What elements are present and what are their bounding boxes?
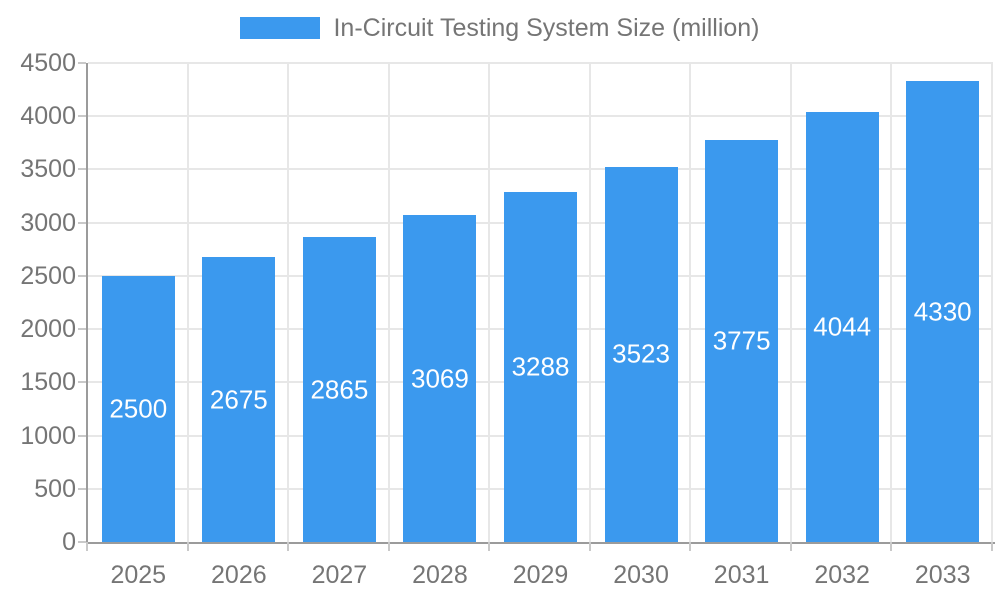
x-axis-tick <box>186 542 189 551</box>
x-axis-tick-label: 2025 <box>110 561 167 589</box>
y-axis-tick <box>78 434 86 437</box>
x-axis-tick-label: 2027 <box>311 561 368 589</box>
legend[interactable]: In-Circuit Testing System Size (million) <box>0 14 1000 42</box>
y-axis-tick-label: 2500 <box>20 261 76 290</box>
y-gridline <box>88 168 993 171</box>
x-axis-tick <box>86 542 88 551</box>
y-gridline <box>88 115 993 118</box>
y-axis-tick-label: 4500 <box>20 49 76 77</box>
y-axis-line <box>86 63 88 542</box>
x-axis-tick <box>488 542 491 551</box>
bar-value-label: 2865 <box>310 374 369 404</box>
x-axis-tick <box>689 542 692 551</box>
x-axis-tick-label: 2031 <box>713 561 770 589</box>
x-gridline <box>287 63 290 542</box>
y-axis-tick <box>78 168 86 171</box>
x-axis-tick <box>588 542 591 551</box>
y-gridline <box>88 62 993 64</box>
y-axis-tick-label: 2000 <box>20 315 76 344</box>
x-gridline <box>588 63 591 542</box>
bar-value-label: 4044 <box>813 311 872 342</box>
y-axis-tick-label: 3000 <box>20 208 76 237</box>
bar-value-label: 3775 <box>712 325 771 356</box>
bar[interactable]: 3288 <box>504 192 577 542</box>
x-axis-tick-label: 2029 <box>512 561 569 589</box>
bar[interactable]: 2500 <box>101 275 175 542</box>
bar[interactable]: 2675 <box>202 257 276 542</box>
bar[interactable]: 3523 <box>604 166 678 542</box>
bar-value-label: 3288 <box>511 351 570 382</box>
bar-value-label: 2500 <box>109 393 168 424</box>
bar[interactable]: 4330 <box>906 81 980 542</box>
x-gridline <box>890 63 893 542</box>
bar[interactable]: 3775 <box>705 140 779 542</box>
x-axis-tick <box>991 542 993 551</box>
x-gridline <box>991 63 993 542</box>
y-axis-tick-label: 500 <box>34 474 76 503</box>
legend-label: In-Circuit Testing System Size (million) <box>333 14 760 42</box>
x-axis-tick <box>890 542 893 551</box>
x-gridline <box>488 63 491 542</box>
y-axis-tick-label: 1500 <box>20 368 76 397</box>
y-axis-tick <box>78 115 86 118</box>
x-gridline <box>387 63 390 542</box>
bar-value-label: 3069 <box>411 363 469 394</box>
y-axis-tick-label: 0 <box>62 528 76 556</box>
y-axis-tick <box>78 381 86 384</box>
y-axis-tick <box>78 487 86 490</box>
y-axis-tick-label: 3500 <box>20 155 76 184</box>
x-axis-tick <box>387 542 390 551</box>
bar[interactable]: 4044 <box>805 111 879 542</box>
x-axis-tick-label: 2030 <box>613 561 669 589</box>
x-axis-tick <box>789 542 792 551</box>
bar-value-label: 3523 <box>612 338 670 369</box>
x-axis-tick <box>287 542 290 551</box>
bar[interactable]: 2865 <box>302 237 376 542</box>
bar-value-label: 4330 <box>913 296 972 327</box>
x-axis-line <box>86 542 995 544</box>
x-gridline <box>689 63 692 542</box>
x-axis-tick-label: 2032 <box>814 561 870 589</box>
x-axis-tick-label: 2033 <box>914 561 971 589</box>
x-axis-tick-label: 2026 <box>211 561 267 589</box>
bar-value-label: 2675 <box>209 384 268 415</box>
y-axis-tick <box>78 62 86 64</box>
bar[interactable]: 3069 <box>403 215 477 542</box>
y-axis-tick <box>78 541 86 543</box>
y-axis-tick <box>78 328 86 331</box>
legend-swatch-icon <box>240 17 321 39</box>
y-axis-tick-label: 1000 <box>20 421 76 450</box>
y-axis-tick <box>78 274 86 277</box>
y-axis-tick <box>78 221 86 224</box>
y-axis-tick-label: 4000 <box>20 102 76 131</box>
x-gridline <box>186 63 189 542</box>
x-gridline <box>789 63 792 542</box>
x-axis-tick-label: 2028 <box>412 561 468 589</box>
plot-area: 2500 2675 2865 3069 3288 3523 3775 4044 4330 <box>78 62 995 551</box>
